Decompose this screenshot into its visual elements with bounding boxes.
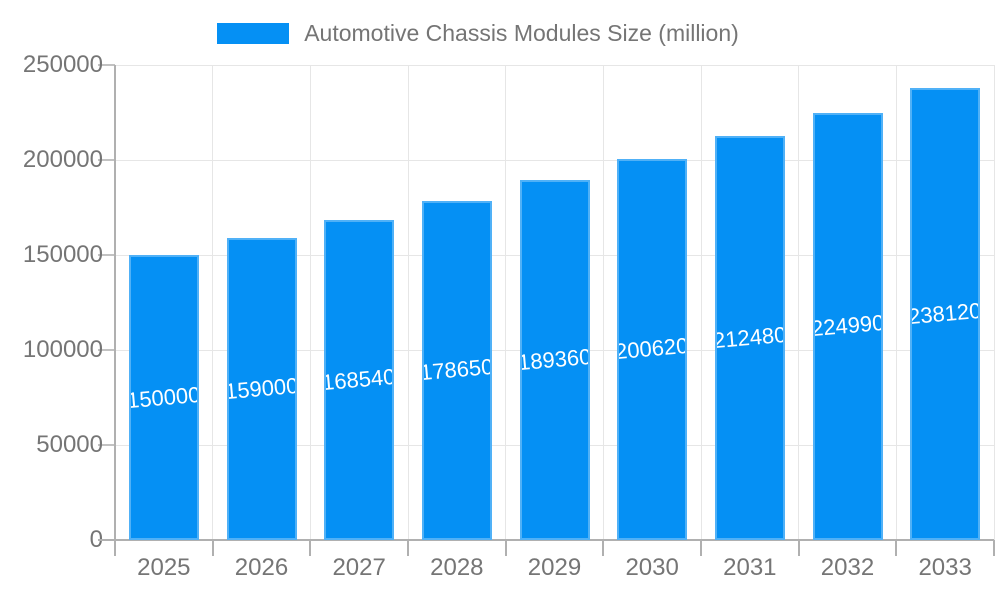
x-axis-tick-label: 2029 bbox=[527, 554, 582, 581]
y-axis-tick-label: 0 bbox=[89, 526, 103, 553]
y-axis-tick-label: 250000 bbox=[22, 51, 103, 78]
bar-value-label: 238120 bbox=[910, 297, 981, 329]
y-axis-line bbox=[114, 65, 116, 540]
y-axis-tick-label: 150000 bbox=[22, 241, 103, 268]
x-axis-tick bbox=[504, 540, 507, 556]
x-axis-tick bbox=[700, 540, 702, 556]
gridline-vertical bbox=[993, 65, 995, 540]
bar-value-label: 178650 bbox=[421, 354, 492, 386]
bar-2025: 150000 bbox=[128, 255, 199, 540]
x-axis-tick-label: 2030 bbox=[625, 554, 679, 581]
x-axis-tick bbox=[993, 540, 995, 556]
x-axis-tick bbox=[114, 540, 116, 556]
x-axis-tick bbox=[407, 540, 409, 556]
x-axis-tick-label: 2025 bbox=[137, 554, 191, 581]
bar-value-label: 224990 bbox=[812, 310, 883, 342]
gridline-vertical bbox=[407, 65, 409, 540]
legend-label: Automotive Chassis Modules Size (million… bbox=[304, 19, 739, 46]
legend-swatch bbox=[217, 22, 290, 44]
gridline-horizontal bbox=[115, 159, 994, 161]
bar-2027: 168540 bbox=[324, 219, 395, 540]
x-axis-line bbox=[98, 539, 994, 541]
bar-2033: 238120 bbox=[910, 87, 981, 540]
gridline-horizontal bbox=[115, 64, 994, 66]
x-axis-tick-label: 2032 bbox=[820, 554, 875, 581]
y-axis-tick bbox=[98, 64, 115, 66]
bar-2030: 200620 bbox=[617, 158, 688, 540]
y-axis-tick-label: 50000 bbox=[36, 431, 103, 458]
y-axis-tick-label: 200000 bbox=[22, 146, 103, 173]
x-axis-tick-label: 2027 bbox=[332, 554, 386, 581]
bar-value-label: 189360 bbox=[519, 343, 590, 376]
gridline-vertical bbox=[700, 65, 702, 540]
x-axis-tick bbox=[211, 540, 214, 556]
gridline-vertical bbox=[212, 65, 214, 540]
bar-value-label: 168540 bbox=[324, 363, 395, 396]
gridline-vertical bbox=[505, 65, 507, 540]
bar-2028: 178650 bbox=[421, 200, 492, 540]
bar-2026: 159000 bbox=[226, 237, 297, 540]
y-axis-tick-label: 100000 bbox=[22, 336, 103, 363]
x-axis-tick bbox=[797, 540, 800, 556]
gridline-vertical bbox=[309, 65, 311, 540]
bar-value-label: 150000 bbox=[128, 381, 199, 413]
bar-2032: 224990 bbox=[812, 112, 883, 540]
x-axis-tick bbox=[309, 540, 312, 556]
bar-2029: 189360 bbox=[519, 180, 590, 540]
x-axis-tick-label: 2033 bbox=[918, 554, 972, 581]
y-axis-tick bbox=[98, 444, 115, 446]
gridline-vertical bbox=[602, 65, 604, 540]
y-axis-tick bbox=[98, 159, 115, 161]
x-axis-tick-label: 2031 bbox=[723, 554, 777, 581]
gridline-vertical bbox=[895, 65, 897, 540]
gridline-vertical bbox=[798, 65, 800, 540]
bar-value-label: 159000 bbox=[226, 372, 297, 405]
y-axis-tick bbox=[98, 254, 115, 256]
x-axis-tick bbox=[895, 540, 898, 556]
x-axis-tick-label: 2028 bbox=[430, 554, 484, 581]
bar-value-label: 212480 bbox=[714, 321, 785, 354]
y-axis-tick bbox=[98, 349, 115, 351]
bar-value-label: 200620 bbox=[617, 333, 688, 365]
legend: Automotive Chassis Modules Size (million… bbox=[0, 14, 978, 52]
x-axis-tick bbox=[602, 540, 605, 556]
x-axis-tick-label: 2026 bbox=[234, 554, 289, 581]
bar-2031: 212480 bbox=[714, 136, 785, 540]
